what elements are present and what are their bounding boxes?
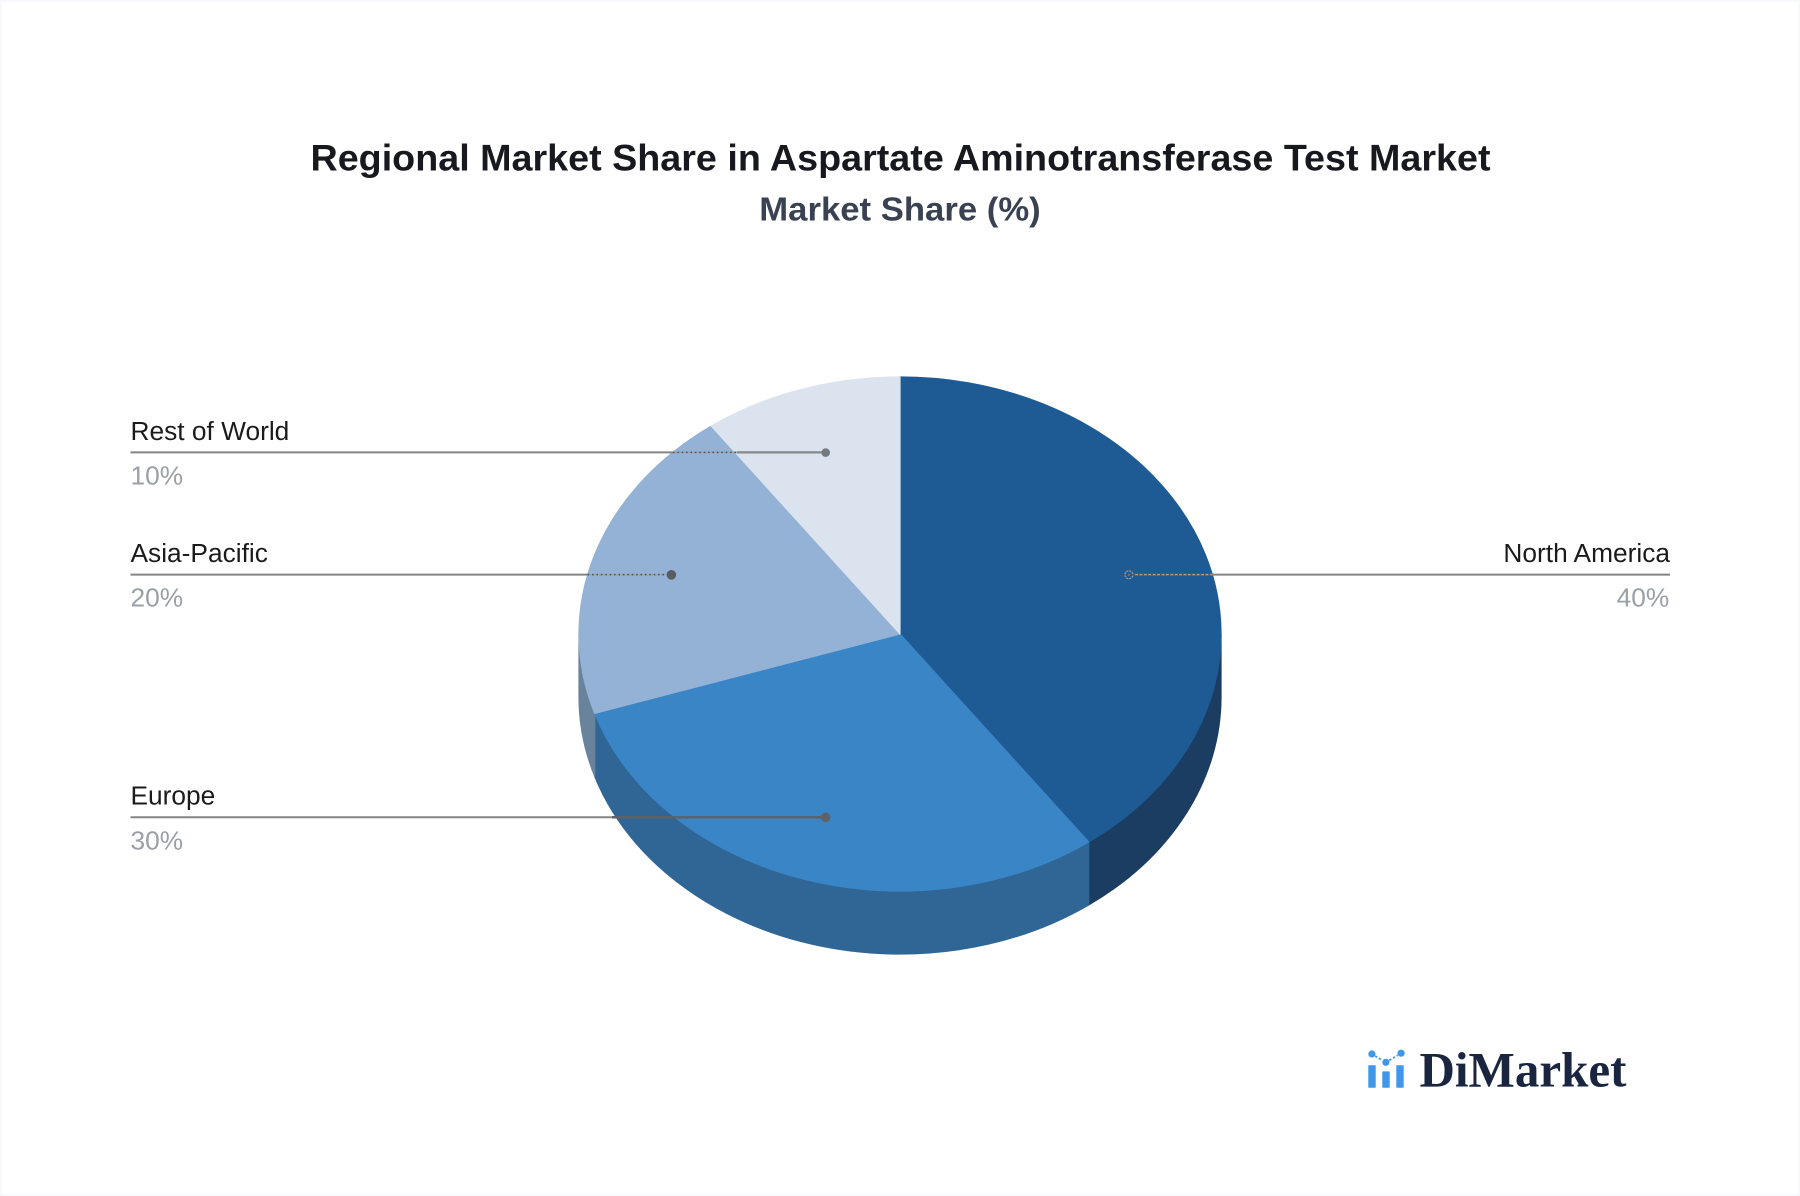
svg-text:10%: 10% [131, 460, 184, 490]
svg-text:Europe: Europe [131, 781, 216, 811]
svg-text:20%: 20% [131, 583, 184, 613]
svg-text:40%: 40% [1617, 583, 1670, 613]
svg-text:DiMarket: DiMarket [1420, 1042, 1627, 1098]
svg-text:Asia-Pacific: Asia-Pacific [131, 538, 268, 568]
svg-text:Regional Market Share in Aspar: Regional Market Share in Aspartate Amino… [311, 138, 1491, 179]
svg-text:Market Share (%): Market Share (%) [759, 191, 1041, 228]
svg-text:30%: 30% [131, 825, 184, 855]
svg-text:North America: North America [1503, 538, 1670, 568]
svg-text:Rest of World: Rest of World [131, 416, 290, 446]
